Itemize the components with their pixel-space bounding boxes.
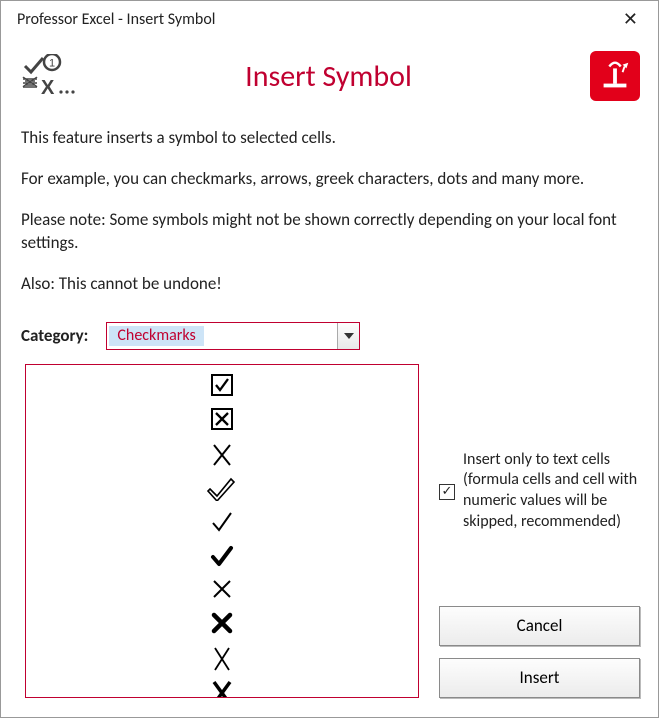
checkbox-icon[interactable]: ✓: [439, 484, 455, 500]
close-icon[interactable]: ✕: [615, 6, 646, 32]
svg-text:X: X: [41, 77, 55, 98]
text-cells-only-label: Insert only to text cells (formula cells…: [463, 450, 640, 533]
dialog-window: Professor Excel - Insert Symbol ✕ 1 X In…: [0, 0, 659, 718]
category-row: Category: Checkmarks: [1, 314, 658, 360]
symbol-item[interactable]: [210, 373, 234, 404]
professor-excel-logo-icon: [590, 51, 640, 101]
symbol-item[interactable]: [209, 509, 235, 540]
symbol-item[interactable]: [211, 645, 233, 676]
svg-text:1: 1: [49, 58, 55, 70]
text-cells-only-option[interactable]: ✓ Insert only to text cells (formula cel…: [439, 450, 640, 533]
description: This feature inserts a symbol to selecte…: [1, 109, 658, 296]
chevron-down-icon[interactable]: [337, 323, 359, 349]
cancel-button[interactable]: Cancel: [439, 606, 640, 646]
window-title: Professor Excel - Insert Symbol: [17, 10, 215, 29]
description-line-3: Please note: Some symbols might not be s…: [21, 209, 638, 255]
insert-symbol-icon: 1 X: [19, 54, 77, 98]
symbol-list: [26, 373, 418, 698]
insert-button[interactable]: Insert: [439, 658, 640, 698]
category-label: Category:: [21, 325, 88, 346]
description-line-1: This feature inserts a symbol to selecte…: [21, 127, 638, 150]
symbol-item[interactable]: [210, 679, 234, 698]
right-column: ✓ Insert only to text cells (formula cel…: [439, 364, 640, 698]
lower-section: ✓ Insert only to text cells (formula cel…: [1, 360, 658, 712]
symbol-item[interactable]: [210, 611, 234, 642]
symbol-item[interactable]: [210, 441, 234, 472]
symbol-item[interactable]: [210, 577, 234, 608]
symbol-item[interactable]: [207, 475, 237, 506]
symbol-list-box[interactable]: [25, 364, 419, 698]
description-line-2: For example, you can checkmarks, arrows,…: [21, 168, 638, 191]
titlebar: Professor Excel - Insert Symbol ✕: [1, 1, 658, 37]
symbol-item[interactable]: [209, 543, 235, 574]
description-line-4: Also: This cannot be undone!: [21, 273, 638, 296]
button-row: Cancel Insert: [439, 606, 640, 698]
category-selected-value: Checkmarks: [109, 326, 203, 346]
page-title: Insert Symbol: [77, 58, 590, 95]
symbol-item[interactable]: [210, 407, 234, 438]
header: 1 X Insert Symbol: [1, 37, 658, 109]
category-dropdown[interactable]: Checkmarks: [106, 322, 360, 350]
